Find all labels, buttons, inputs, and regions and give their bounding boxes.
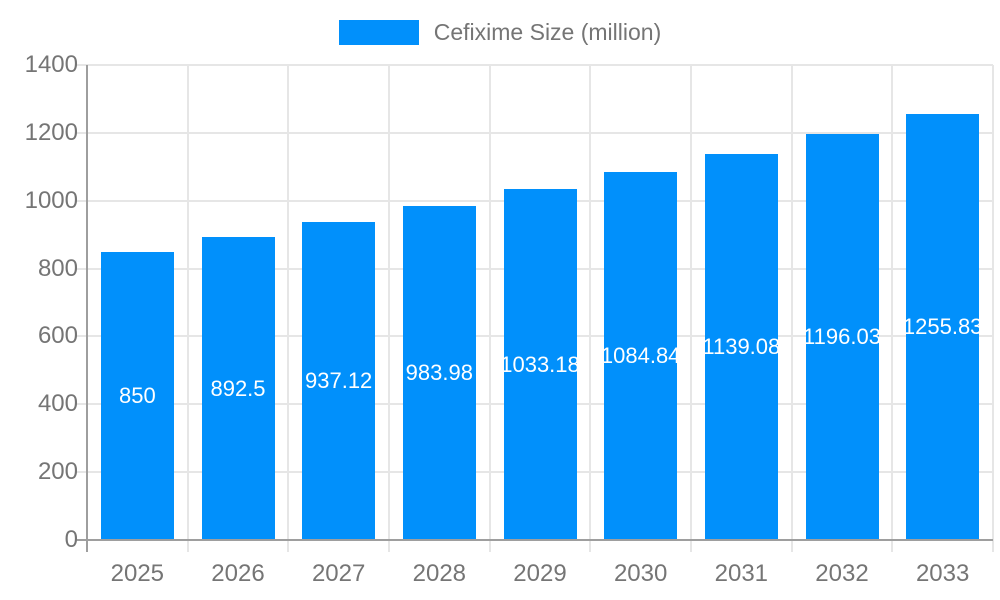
legend-label: Cefixime Size (million) <box>433 19 662 45</box>
y-axis-tick-label: 800 <box>37 254 78 282</box>
bar-value-label: 850 <box>118 382 156 408</box>
y-axis-tick-label: 200 <box>37 458 78 486</box>
x-axis-line <box>77 539 993 541</box>
x-axis-tick-label: 2025 <box>110 560 165 587</box>
bar-2032[interactable] <box>805 134 879 540</box>
x-axis-tick-label: 2026 <box>211 560 265 587</box>
x-axis-tick-label: 2033 <box>915 560 970 587</box>
y-axis-tick-label: 0 <box>64 526 78 553</box>
y-gridline <box>77 131 993 134</box>
bar-value-label: 1196.03 <box>803 324 881 350</box>
v-gridline <box>589 65 592 552</box>
y-axis-tick-label: 1200 <box>24 118 78 146</box>
y-gridline <box>77 64 993 66</box>
x-axis-tick-label: 2031 <box>714 560 769 587</box>
bar-value-label: 892.5 <box>210 375 266 401</box>
y-axis-tick-label: 400 <box>37 390 78 418</box>
v-gridline <box>488 65 491 552</box>
x-axis-tick-label: 2027 <box>311 560 366 587</box>
bar-value-label: 1255.83 <box>902 313 983 339</box>
bar-2026[interactable] <box>201 237 275 540</box>
y-axis-tick-label: 1400 <box>24 51 78 78</box>
bar-value-label: 1084.84 <box>600 342 681 368</box>
v-gridline <box>690 65 692 552</box>
bar-2031[interactable] <box>704 153 778 540</box>
v-gridline <box>891 65 894 552</box>
bar-2028[interactable] <box>402 206 476 540</box>
bar-2027[interactable] <box>302 222 376 540</box>
bar-2033[interactable] <box>906 113 980 540</box>
y-axis-line <box>86 65 88 552</box>
bar-value-label: 1139.08 <box>702 333 781 359</box>
bar-2029[interactable] <box>503 189 577 540</box>
y-axis-tick-label: 600 <box>37 322 78 350</box>
bar-value-label: 1033.18 <box>500 351 580 377</box>
x-axis-tick-label: 2029 <box>513 560 567 587</box>
x-axis-tick-label: 2030 <box>613 560 668 587</box>
v-gridline <box>388 65 390 552</box>
v-gridline <box>287 65 290 552</box>
bar-value-label: 983.98 <box>405 360 473 386</box>
v-gridline <box>186 65 189 552</box>
v-gridline <box>790 65 793 552</box>
y-axis-tick-label: 1000 <box>24 186 78 214</box>
bar-2030[interactable] <box>604 171 678 540</box>
legend-swatch-icon <box>338 20 419 45</box>
bar-value-label: 937.12 <box>305 368 373 394</box>
x-axis-tick-label: 2028 <box>412 560 467 587</box>
bar-2025[interactable] <box>100 251 174 540</box>
x-axis-tick-label: 2032 <box>815 560 869 587</box>
chart-legend: Cefixime Size (million) <box>0 19 1000 46</box>
v-gridline <box>992 65 994 552</box>
